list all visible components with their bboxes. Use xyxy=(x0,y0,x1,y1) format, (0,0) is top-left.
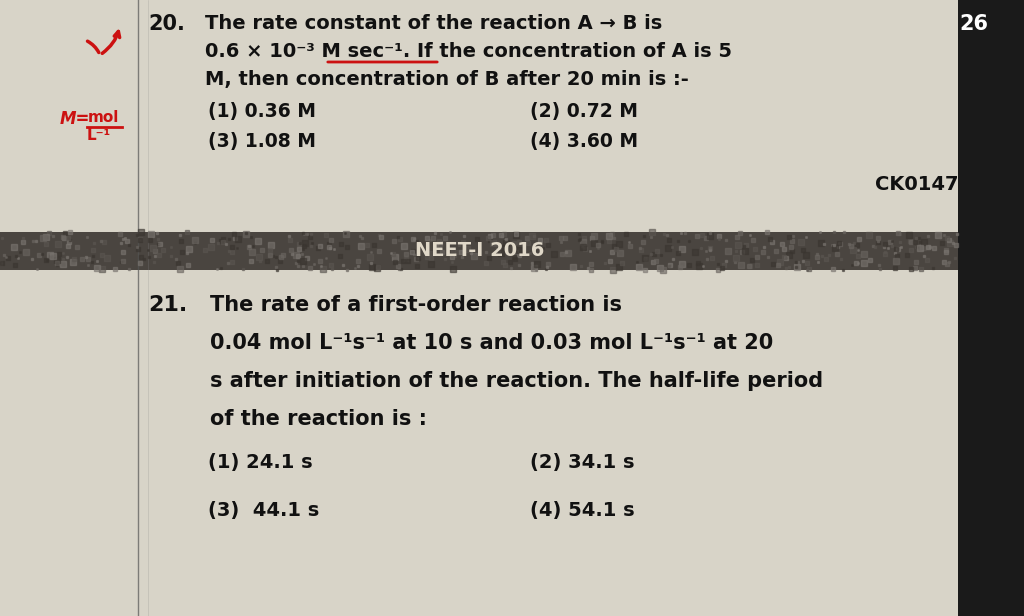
Text: M, then concentration of B after 20 min is :-: M, then concentration of B after 20 min … xyxy=(205,70,689,89)
Text: 26: 26 xyxy=(959,14,988,34)
Text: 21.: 21. xyxy=(148,295,187,315)
Text: (4) 3.60 M: (4) 3.60 M xyxy=(530,132,638,151)
Text: s after initiation of the reaction. The half-life period: s after initiation of the reaction. The … xyxy=(210,371,823,391)
Text: mol: mol xyxy=(88,110,120,125)
Text: CK0147: CK0147 xyxy=(874,175,958,194)
Text: (3)  44.1 s: (3) 44.1 s xyxy=(208,501,319,520)
Text: (2) 0.72 M: (2) 0.72 M xyxy=(530,102,638,121)
Text: M=: M= xyxy=(60,110,90,128)
Text: (4) 54.1 s: (4) 54.1 s xyxy=(530,501,635,520)
Text: (3) 1.08 M: (3) 1.08 M xyxy=(208,132,316,151)
Text: of the reaction is :: of the reaction is : xyxy=(210,409,427,429)
Text: 20.: 20. xyxy=(148,14,185,34)
Bar xyxy=(0,232,958,270)
Text: The rate constant of the reaction A → B is: The rate constant of the reaction A → B … xyxy=(205,14,663,33)
Text: NEET-I 2016: NEET-I 2016 xyxy=(416,241,545,261)
Text: 0.6 × 10⁻³ M sec⁻¹. If the concentration of A is 5: 0.6 × 10⁻³ M sec⁻¹. If the concentration… xyxy=(205,42,732,61)
Text: (1) 0.36 M: (1) 0.36 M xyxy=(208,102,316,121)
Text: L⁻¹: L⁻¹ xyxy=(87,128,112,143)
Text: 0.04 mol L⁻¹s⁻¹ at 10 s and 0.03 mol L⁻¹s⁻¹ at 20: 0.04 mol L⁻¹s⁻¹ at 10 s and 0.03 mol L⁻¹… xyxy=(210,333,773,353)
Text: (2) 34.1 s: (2) 34.1 s xyxy=(530,453,635,472)
Bar xyxy=(958,0,1024,616)
Text: The rate of a first-order reaction is: The rate of a first-order reaction is xyxy=(210,295,622,315)
Text: (1) 24.1 s: (1) 24.1 s xyxy=(208,453,312,472)
